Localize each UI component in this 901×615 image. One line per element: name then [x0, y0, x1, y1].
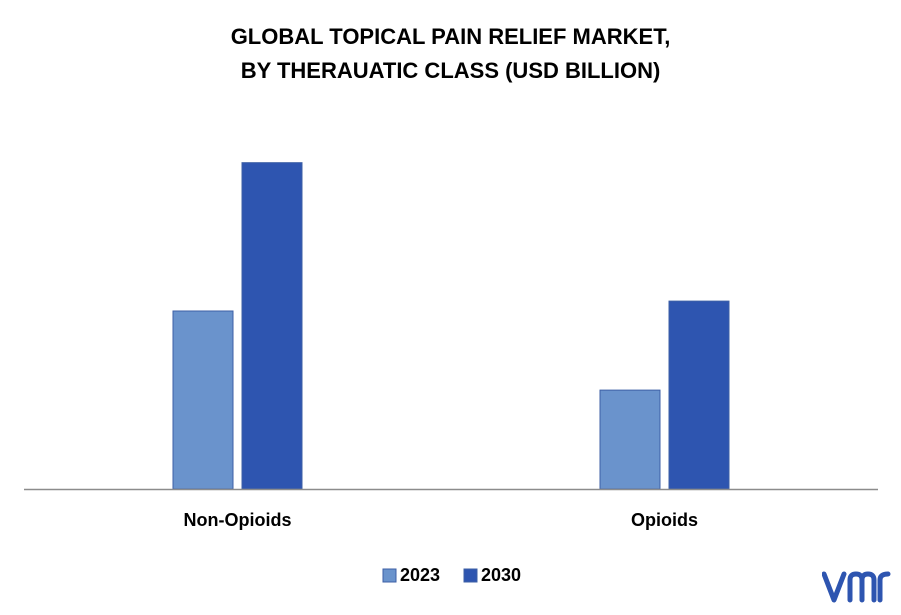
legend-label-2030: 2030: [481, 565, 521, 585]
chart-title-line-2: BY THERAUATIC CLASS (USD BILLION): [240, 58, 661, 83]
bar-opioids-2023: [599, 389, 661, 490]
bar-opioids-2030: [668, 300, 730, 490]
x-tick-label: Non-Opioids: [184, 510, 292, 530]
bar-non-opioids-2030: [241, 162, 303, 490]
vmr-logo: [822, 571, 891, 603]
legend-label-2023: 2023: [400, 565, 440, 585]
chart-title-line-1: GLOBAL TOPICAL PAIN RELIEF MARKET,: [230, 24, 671, 49]
chart-title: GLOBAL TOPICAL PAIN RELIEF MARKET, BY TH…: [0, 20, 901, 88]
x-tick-label: Opioids: [631, 510, 698, 530]
bar-non-opioids-2023: [172, 310, 234, 490]
legend-swatch-2023: [382, 568, 397, 583]
legend-swatch-2030: [463, 568, 478, 583]
